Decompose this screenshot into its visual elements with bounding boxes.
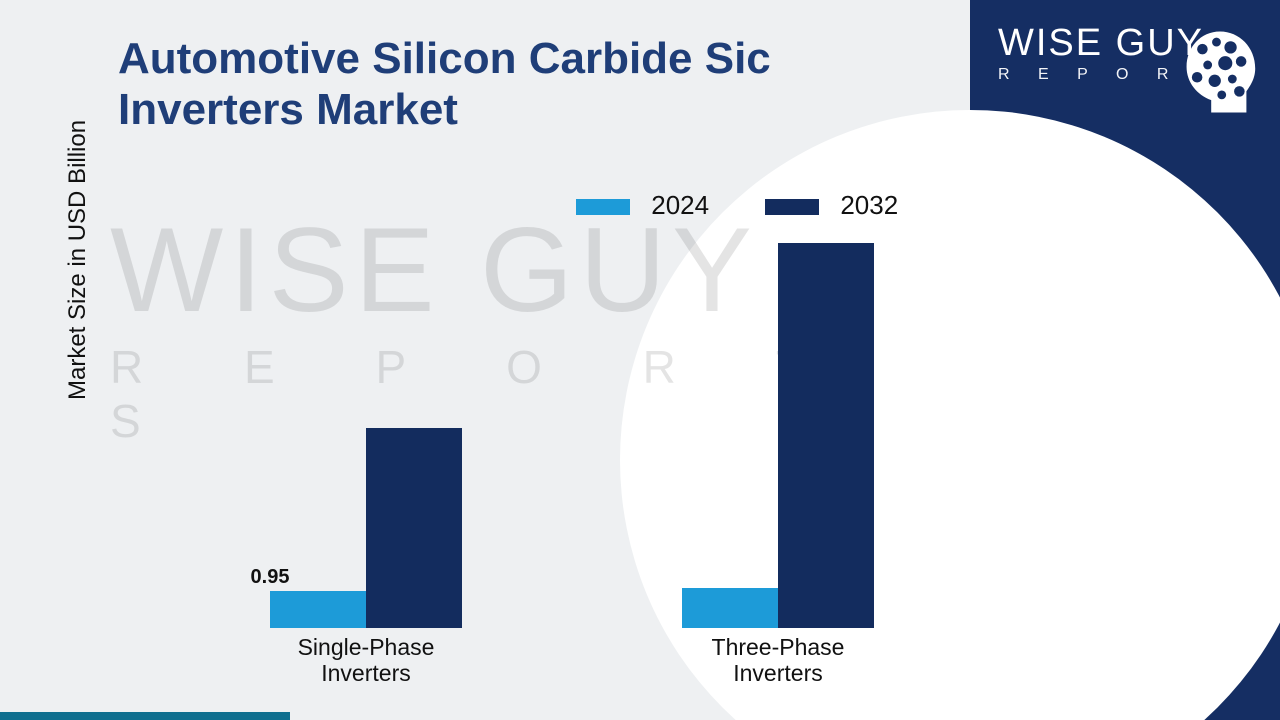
category-label: Single-PhaseInverters — [256, 628, 476, 687]
y-axis-label: Market Size in USD Billion — [64, 120, 92, 400]
plot-area: 0.95Single-PhaseInvertersThree-PhaseInve… — [120, 224, 940, 628]
brand-logo: WISE GUY R E P O R T S — [998, 24, 1258, 120]
brand-head-icon — [1176, 28, 1264, 116]
bar — [366, 428, 462, 628]
footer-accent-bar — [0, 712, 290, 720]
bar — [682, 588, 778, 628]
legend-label-2032: 2032 — [840, 190, 898, 220]
bar — [778, 243, 874, 628]
chart-canvas: WISE GUY R E P O R T S WISE GUY R E P O … — [0, 0, 1280, 720]
legend-label-2024: 2024 — [651, 190, 709, 220]
legend: 2024 2032 — [576, 190, 898, 221]
legend-item-2024: 2024 — [576, 190, 709, 221]
chart-title: Automotive Silicon Carbide Sic Inverters… — [118, 34, 838, 135]
bar-value-label: 0.95 — [222, 566, 318, 589]
legend-swatch-2032 — [765, 199, 819, 215]
category-label: Three-PhaseInverters — [668, 628, 888, 687]
bar — [270, 591, 366, 628]
legend-item-2032: 2032 — [765, 190, 898, 221]
legend-swatch-2024 — [576, 199, 630, 215]
